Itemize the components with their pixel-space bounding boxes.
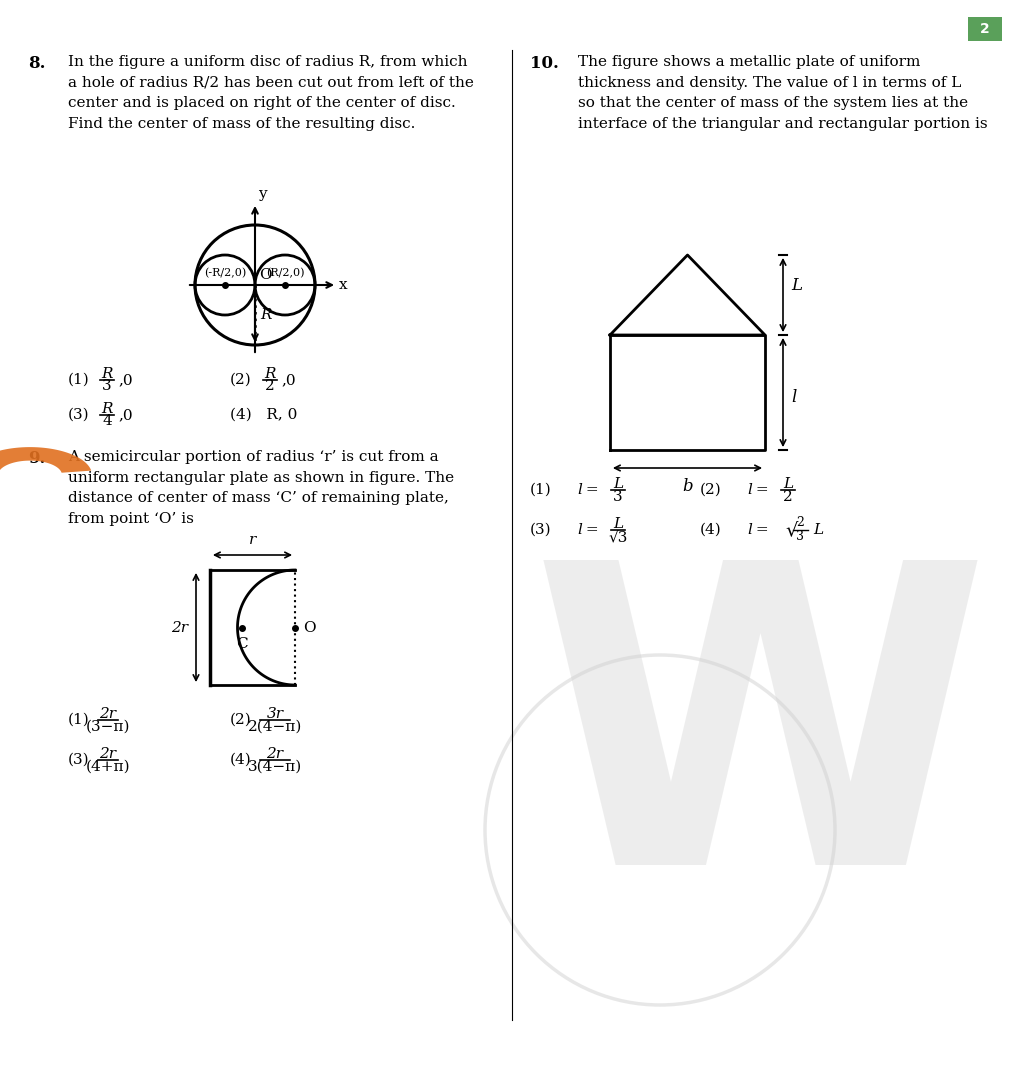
Text: (1): (1) bbox=[68, 713, 90, 727]
Text: L: L bbox=[613, 517, 623, 531]
Text: 3: 3 bbox=[796, 530, 804, 543]
Text: R: R bbox=[264, 367, 275, 381]
Text: R: R bbox=[260, 308, 271, 322]
Text: 3(4−π): 3(4−π) bbox=[248, 760, 302, 774]
Text: r: r bbox=[249, 534, 256, 547]
Text: √: √ bbox=[785, 521, 798, 539]
Text: ,0: ,0 bbox=[118, 408, 133, 423]
Text: O: O bbox=[303, 621, 315, 635]
Text: x: x bbox=[339, 278, 347, 292]
Text: (1): (1) bbox=[68, 373, 90, 387]
Text: (3): (3) bbox=[68, 753, 90, 767]
Text: b: b bbox=[682, 478, 693, 495]
Text: 4: 4 bbox=[102, 414, 112, 428]
Text: (2): (2) bbox=[230, 373, 252, 387]
Text: (4): (4) bbox=[230, 753, 252, 767]
Text: 3: 3 bbox=[613, 490, 623, 504]
Text: 9.: 9. bbox=[28, 450, 45, 467]
Text: 2: 2 bbox=[796, 516, 804, 529]
Text: ,0: ,0 bbox=[281, 373, 296, 387]
Text: 2: 2 bbox=[265, 379, 274, 393]
Text: 8.: 8. bbox=[28, 55, 45, 71]
Text: (2): (2) bbox=[700, 483, 722, 497]
Text: The figure shows a metallic plate of uniform
thickness and density. The value of: The figure shows a metallic plate of uni… bbox=[578, 55, 987, 131]
Text: (3−π): (3−π) bbox=[86, 720, 130, 734]
Text: l =: l = bbox=[578, 483, 602, 497]
Text: R: R bbox=[101, 402, 113, 416]
Text: (3): (3) bbox=[68, 408, 90, 423]
Text: (2): (2) bbox=[230, 713, 252, 727]
Text: 2r: 2r bbox=[99, 707, 117, 721]
Text: (4+π): (4+π) bbox=[86, 760, 130, 774]
Text: ,0: ,0 bbox=[118, 373, 133, 387]
Text: 10.: 10. bbox=[530, 55, 559, 71]
Text: In the figure a uniform disc of radius R, from which
a hole of radius R/2 has be: In the figure a uniform disc of radius R… bbox=[68, 55, 474, 131]
Text: L: L bbox=[613, 477, 623, 491]
Text: y: y bbox=[258, 187, 266, 201]
Text: L: L bbox=[791, 276, 802, 293]
Text: l =: l = bbox=[748, 523, 772, 537]
Text: L: L bbox=[783, 477, 793, 491]
Text: √3: √3 bbox=[608, 530, 628, 544]
Text: (-R/2,0): (-R/2,0) bbox=[204, 268, 246, 278]
Text: C: C bbox=[237, 637, 248, 652]
Text: l: l bbox=[791, 389, 797, 407]
Text: 3: 3 bbox=[102, 379, 112, 393]
Text: 2: 2 bbox=[783, 490, 793, 504]
Text: (4)   R, 0: (4) R, 0 bbox=[230, 408, 297, 423]
Text: 2: 2 bbox=[980, 22, 990, 36]
Text: 2r: 2r bbox=[171, 621, 188, 635]
Text: L: L bbox=[813, 523, 823, 537]
Text: A semicircular portion of radius ‘r’ is cut from a
uniform rectangular plate as : A semicircular portion of radius ‘r’ is … bbox=[68, 450, 454, 526]
Text: 2r: 2r bbox=[266, 747, 284, 761]
Text: l =: l = bbox=[578, 523, 602, 537]
FancyBboxPatch shape bbox=[968, 17, 1002, 41]
Text: 2(4−π): 2(4−π) bbox=[248, 720, 302, 734]
Text: l =: l = bbox=[748, 483, 772, 497]
Text: O: O bbox=[259, 268, 271, 282]
Text: (4): (4) bbox=[700, 523, 722, 537]
PathPatch shape bbox=[0, 447, 91, 473]
Text: (3): (3) bbox=[530, 523, 552, 537]
Text: 3r: 3r bbox=[266, 707, 284, 721]
Text: R: R bbox=[101, 367, 113, 381]
Text: (R/2,0): (R/2,0) bbox=[266, 268, 304, 278]
Text: 2r: 2r bbox=[99, 747, 117, 761]
Text: W: W bbox=[530, 548, 990, 952]
Text: (1): (1) bbox=[530, 483, 552, 497]
